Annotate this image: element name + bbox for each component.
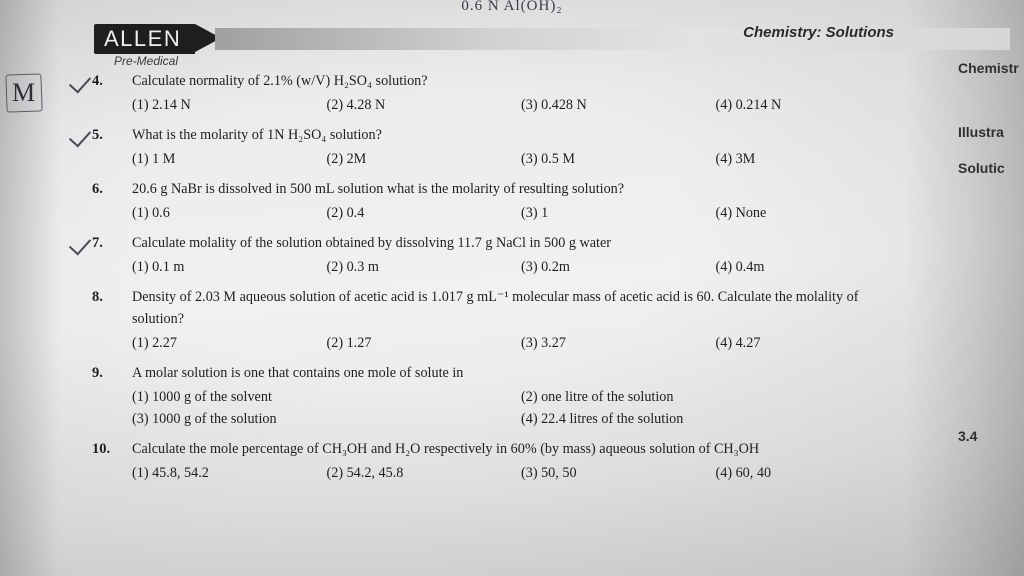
right-snip-4: 3.4	[958, 428, 1018, 444]
q9-o2: (2) one litre of the solution	[521, 386, 910, 408]
q6-o3: (3) 1	[521, 202, 716, 224]
qnum-6: 6.	[92, 178, 103, 200]
q8-o2: (2) 1.27	[327, 332, 522, 354]
q10-o3: (3) 50, 50	[521, 462, 716, 484]
opts-6: (1) 0.6 (2) 0.4 (3) 1 (4) None	[132, 202, 910, 224]
question-block: 4. Calculate normality of 2.1% (w/V) H₂S…	[86, 70, 910, 492]
stem-8: Density of 2.03 M aqueous solution of ac…	[132, 286, 910, 330]
right-snip-2: Illustra	[958, 124, 1018, 140]
opts-8: (1) 2.27 (2) 1.27 (3) 3.27 (4) 4.27	[132, 332, 910, 354]
q9-o3: (3) 1000 g of the solution	[132, 408, 521, 430]
q8-o4: (4) 4.27	[716, 332, 911, 354]
q4-o1: (1) 2.14 N	[132, 94, 327, 116]
q9-o1: (1) 1000 g of the solvent	[132, 386, 521, 408]
right-snip-1: Chemistr	[958, 60, 1018, 76]
stem-5: What is the molarity of 1N H₂SO₄ solutio…	[132, 124, 910, 146]
opts-4: (1) 2.14 N (2) 4.28 N (3) 0.428 N (4) 0.…	[132, 94, 910, 116]
question-6: 6. 20.6 g NaBr is dissolved in 500 mL so…	[86, 178, 910, 224]
q5-o3: (3) 0.5 M	[521, 148, 716, 170]
question-10: 10. Calculate the mole percentage of CH₃…	[86, 438, 910, 484]
q7-o2: (2) 0.3 m	[327, 256, 522, 278]
qnum-4: 4.	[92, 70, 103, 92]
right-snip-3: Solutic	[958, 160, 1018, 176]
q6-o4: (4) None	[716, 202, 911, 224]
q6-o2: (2) 0.4	[327, 202, 522, 224]
q4-o3: (3) 0.428 N	[521, 94, 716, 116]
question-5: 5. What is the molarity of 1N H₂SO₄ solu…	[86, 124, 910, 170]
q7-o3: (3) 0.2m	[521, 256, 716, 278]
margin-mark: M	[12, 78, 35, 108]
q4-o4: (4) 0.214 N	[716, 94, 911, 116]
q8-o3: (3) 3.27	[521, 332, 716, 354]
page-curl-shadow	[904, 0, 1024, 576]
q10-o4: (4) 60, 40	[716, 462, 911, 484]
q5-o1: (1) 1 M	[132, 148, 327, 170]
question-4: 4. Calculate normality of 2.1% (w/V) H₂S…	[86, 70, 910, 116]
question-7: 7. Calculate molality of the solution ob…	[86, 232, 910, 278]
q7-o4: (4) 0.4m	[716, 256, 911, 278]
stem-6: 20.6 g NaBr is dissolved in 500 mL solut…	[132, 178, 910, 200]
qnum-5: 5.	[92, 124, 103, 146]
q10-o1: (1) 45.8, 54.2	[132, 462, 327, 484]
opts-9b: (3) 1000 g of the solution (4) 22.4 litr…	[132, 408, 910, 430]
q4-o2: (2) 4.28 N	[327, 94, 522, 116]
header-subject: Chemistry: Solutions	[743, 24, 894, 41]
q8-o1: (1) 2.27	[132, 332, 327, 354]
qnum-8: 8.	[92, 286, 103, 308]
q5-o2: (2) 2M	[327, 148, 522, 170]
handwriting-top: 0.6 N Al(OH)₂	[461, 0, 562, 15]
q10-o2: (2) 54.2, 45.8	[327, 462, 522, 484]
question-8: 8. Density of 2.03 M aqueous solution of…	[86, 286, 910, 354]
qnum-9: 9.	[92, 362, 103, 384]
q5-o4: (4) 3M	[716, 148, 911, 170]
sub-brand: Pre-Medical	[114, 54, 178, 68]
qnum-10: 10.	[92, 438, 110, 460]
opts-5: (1) 1 M (2) 2M (3) 0.5 M (4) 3M	[132, 148, 910, 170]
opts-10: (1) 45.8, 54.2 (2) 54.2, 45.8 (3) 50, 50…	[132, 462, 910, 484]
q6-o1: (1) 0.6	[132, 202, 327, 224]
q7-o1: (1) 0.1 m	[132, 256, 327, 278]
qnum-7: 7.	[92, 232, 103, 254]
opts-7: (1) 0.1 m (2) 0.3 m (3) 0.2m (4) 0.4m	[132, 256, 910, 278]
question-9: 9. A molar solution is one that contains…	[86, 362, 910, 430]
stem-4: Calculate normality of 2.1% (w/V) H₂SO₄ …	[132, 70, 910, 92]
q9-o4: (4) 22.4 litres of the solution	[521, 408, 910, 430]
stem-9: A molar solution is one that contains on…	[132, 362, 910, 384]
stem-7: Calculate molality of the solution obtai…	[132, 232, 910, 254]
opts-9a: (1) 1000 g of the solvent (2) one litre …	[132, 386, 910, 408]
stem-10: Calculate the mole percentage of CH₃OH a…	[132, 438, 910, 460]
brand-logo: ALLEN	[94, 24, 195, 54]
